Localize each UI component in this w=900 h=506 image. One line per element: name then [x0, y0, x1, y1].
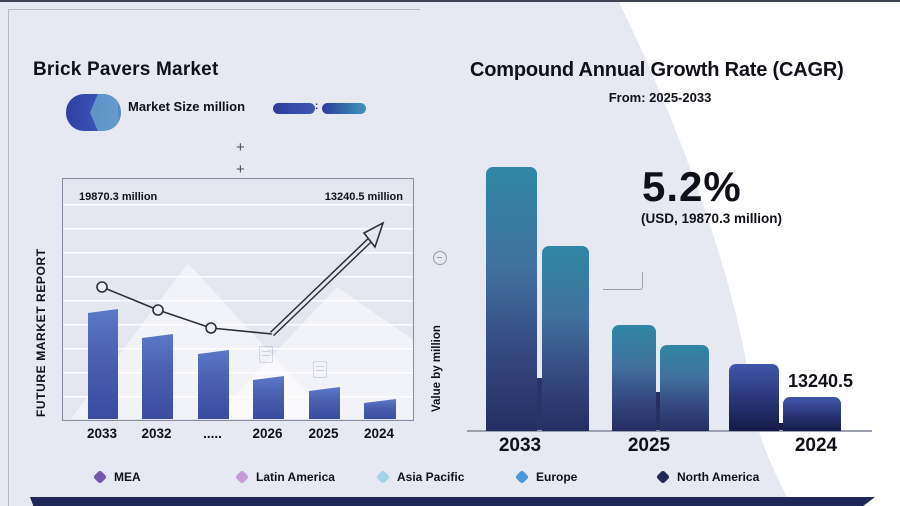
legend-item-north-america: North America [655, 468, 760, 486]
legend-label: North America [677, 470, 760, 484]
left-x-label: 2032 [141, 426, 172, 441]
plus-mark-icon: + [236, 161, 245, 178]
bar-gap-fill [537, 378, 542, 430]
left-frame-line [8, 9, 9, 506]
legend-diamond-icon [234, 469, 250, 485]
legend-item-latin-america: Latin America [234, 468, 335, 486]
cagr-bar [486, 167, 537, 431]
left-bar-..... [198, 350, 229, 419]
left-bar-2032 [142, 334, 173, 419]
legend-diamond-icon [655, 469, 671, 485]
ratio-pill-left-icon [273, 103, 315, 114]
left-bar-2024 [364, 399, 396, 419]
left-x-label: 2033 [86, 426, 118, 441]
cagr-subtitle: From: 2025-2033 [608, 90, 712, 105]
left-x-label: 2026 [252, 426, 283, 441]
legend-label: Europe [536, 470, 578, 484]
market-size-chart: 19870.3 million 13240.5 million [62, 178, 414, 421]
top-frame-line [0, 0, 900, 2]
inner-frame-line [8, 9, 420, 10]
left-bar-2033 [88, 309, 118, 419]
bar-gap-fill [656, 392, 660, 430]
page-title: Brick Pavers Market [33, 59, 219, 80]
legend-item-asia-pacific: Asia Pacific [375, 468, 465, 486]
cagr-2024-value: 13240.5 [788, 371, 854, 391]
cylinder-highlight-icon [90, 94, 118, 131]
right-x-label: 2024 [794, 435, 838, 456]
white-curve-shape [618, 0, 900, 506]
chart-gridlines [63, 204, 413, 419]
left-bar-2026 [253, 376, 284, 419]
market-size-legend-label: Market Size million [128, 99, 246, 114]
minus-circle-icon [433, 251, 447, 265]
cagr-bar [783, 397, 841, 431]
legend-diamond-icon [514, 469, 530, 485]
right-x-label: 2033 [498, 435, 542, 456]
legend-diamond-icon [92, 469, 108, 485]
cagr-bar [729, 364, 779, 431]
left-bar-2025 [309, 387, 340, 419]
left-x-label: 2024 [363, 426, 395, 441]
chart-value-left: 19870.3 million [79, 191, 158, 203]
brand-watermark-vertical: FUTURE MARKET REPORT [34, 248, 48, 417]
cagr-bar [542, 246, 589, 431]
trend-line-and-arrow [96, 221, 385, 337]
right-x-label: 2025 [627, 435, 671, 456]
legend-item-mea: MEA [92, 468, 141, 486]
marker-dot [152, 304, 164, 316]
left-x-label: ..... [203, 426, 222, 441]
ratio-pill-right-icon [322, 103, 366, 114]
chart-value-right: 13240.5 million [324, 191, 403, 203]
document-watermark-icon [259, 346, 273, 363]
legend-label: Asia Pacific [397, 470, 465, 484]
cylinder-icon [66, 94, 121, 131]
bar-gap-fill [779, 423, 783, 430]
growth-arrow-head [362, 221, 385, 249]
legend-label: MEA [114, 470, 141, 484]
cagr-bar [660, 345, 709, 431]
plus-mark-icon: + [236, 139, 245, 156]
cagr-value: 5.2% [642, 163, 742, 210]
value-axis-label-vertical: Value by million [431, 325, 443, 412]
cagr-bar [612, 325, 656, 431]
legend-diamond-icon [375, 469, 391, 485]
legend-item-europe: Europe [514, 468, 578, 486]
marker-dot [96, 281, 108, 293]
marker-dot [205, 322, 217, 334]
bottom-accent-band [30, 497, 875, 506]
cagr-note: (USD, 19870.3 million) [641, 211, 783, 226]
step-decoration [603, 272, 643, 290]
legend-label: Latin America [256, 470, 335, 484]
left-x-label: 2025 [308, 426, 339, 441]
cagr-title: Compound Annual Growth Rate (CAGR) [470, 59, 844, 81]
ratio-separator: : [315, 101, 319, 112]
document-watermark-icon [313, 361, 327, 378]
